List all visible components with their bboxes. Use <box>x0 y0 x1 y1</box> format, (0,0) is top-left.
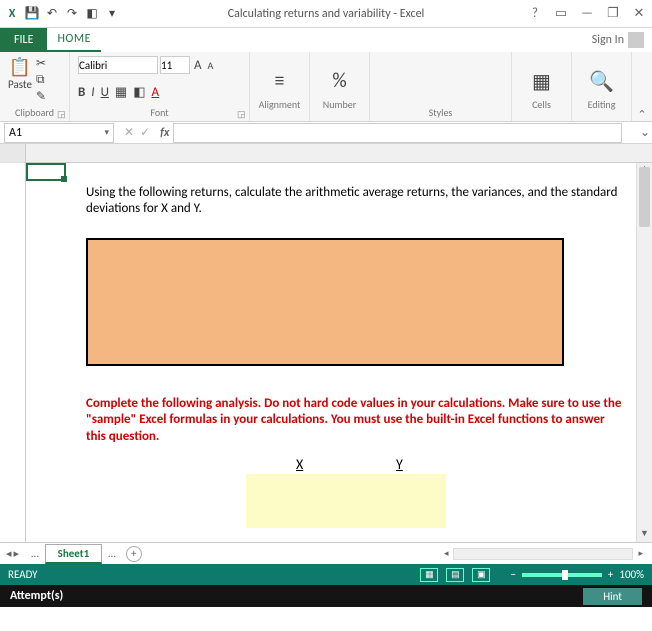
group-styles: Styles <box>370 52 512 121</box>
sign-in[interactable]: Sign In <box>584 28 652 52</box>
view-layout-icon[interactable]: ▤ <box>446 568 464 582</box>
view-pagebreak-icon[interactable]: ▣ <box>472 568 490 582</box>
status-ready: READY <box>8 568 38 581</box>
editing-icon[interactable]: 🔍 <box>589 64 614 98</box>
tab-file[interactable]: FILE <box>0 28 47 52</box>
format-painter-icon[interactable]: ✎ <box>36 89 46 104</box>
group-alignment: ≡ Alignment <box>250 52 310 121</box>
border-icon[interactable]: ▦ <box>115 85 127 100</box>
collapse-ribbon-icon[interactable]: ⌃ <box>632 52 652 121</box>
cells-icon[interactable]: ▦ <box>532 64 551 98</box>
paste-icon: 📋 <box>9 56 31 78</box>
redo-icon[interactable]: ↷ <box>64 6 80 22</box>
undo-icon[interactable]: ↶ <box>44 6 60 22</box>
font-color-icon[interactable]: A <box>152 85 160 100</box>
sheet-tab-bar: ◂ ▸ … Sheet1 … + ◂ ▸ <box>0 542 652 564</box>
fx-icon[interactable]: fx <box>156 126 173 140</box>
group-number: % Number <box>310 52 370 121</box>
fill-color-icon[interactable]: ◧ <box>133 85 145 100</box>
paste-button[interactable]: 📋 Paste <box>8 56 32 104</box>
hscroll-track[interactable] <box>453 548 633 560</box>
group-font: A A B I U ▦ ◧ A Font ◲ <box>70 52 250 121</box>
expand-formula-icon[interactable]: ⌄ <box>638 125 652 140</box>
answer-header-x: X <box>296 456 303 473</box>
bold-button[interactable]: B <box>78 85 85 100</box>
close-icon[interactable]: ✕ <box>630 6 648 21</box>
quick-access-toolbar: X 💾 ↶ ↷ ◧ ▾ <box>4 6 120 22</box>
window-buttons: ? ▭ — ❐ ✕ <box>526 6 648 21</box>
sheet-tab-active[interactable]: Sheet1 <box>45 544 103 564</box>
help-icon[interactable]: ? <box>526 6 544 21</box>
zoom-out-icon[interactable]: − <box>510 568 515 581</box>
select-all-corner[interactable] <box>0 144 25 163</box>
vertical-scrollbar[interactable]: ▲ ▼ <box>636 163 652 542</box>
chevron-down-icon[interactable]: ▾ <box>104 127 109 138</box>
hscroll-left-icon[interactable]: ◂ <box>441 548 452 559</box>
tab-nav-prev-icon[interactable]: ◂ <box>6 547 12 560</box>
enter-formula-icon[interactable]: ✓ <box>140 125 150 140</box>
zoom-slider[interactable] <box>522 573 602 577</box>
zoom-level[interactable]: 100% <box>619 568 644 581</box>
status-bar: READY ▦ ▤ ▣ − + 100% <box>0 564 652 585</box>
qat-custom-icon[interactable]: ◧ <box>84 6 100 22</box>
font-name-select[interactable] <box>78 56 158 74</box>
group-clipboard: 📋 Paste ✂ ⧉ ✎ Clipboard ◲ <box>0 52 70 121</box>
user-icon <box>628 32 644 48</box>
formula-bar-row: A1▾ ✕ ✓ fx ⌄ <box>0 122 652 144</box>
copy-icon[interactable]: ⧉ <box>36 73 46 87</box>
worksheet: Using the following returns, calculate t… <box>0 144 652 542</box>
content-overlay: Using the following returns, calculate t… <box>26 163 652 542</box>
window-title: Calculating returns and variability - Ex… <box>228 7 425 21</box>
hscroll-right-icon[interactable]: ▸ <box>635 548 646 559</box>
font-size-select[interactable] <box>160 56 190 74</box>
save-icon[interactable]: 💾 <box>24 6 40 22</box>
excel-icon: X <box>4 6 20 22</box>
grid[interactable]: Using the following returns, calculate t… <box>26 144 652 542</box>
tab-nav-next-icon[interactable]: ▸ <box>14 547 20 560</box>
column-headers <box>26 144 652 163</box>
scroll-down-icon[interactable]: ▼ <box>637 528 652 542</box>
ribbon-tabs: FILE HOME Sign In <box>0 28 652 52</box>
tab-home[interactable]: HOME <box>47 28 101 52</box>
ribbon: 📋 Paste ✂ ⧉ ✎ Clipboard ◲ A A B I U ▦ ◧ … <box>0 52 652 122</box>
underline-button[interactable]: U <box>101 85 109 100</box>
shrink-font-icon[interactable]: A <box>206 59 216 72</box>
answer-input-x[interactable] <box>246 474 346 528</box>
data-table <box>86 238 564 366</box>
answer-header-y: Y <box>396 456 403 473</box>
cancel-formula-icon[interactable]: ✕ <box>124 125 134 140</box>
clipboard-dialog-icon[interactable]: ◲ <box>57 109 67 119</box>
minimize-icon[interactable]: — <box>578 6 596 21</box>
italic-button[interactable]: I <box>91 85 94 100</box>
row-headers <box>0 144 26 542</box>
group-cells: ▦ Cells <box>512 52 572 121</box>
attempts-label: Attempt(s) <box>10 589 63 603</box>
answer-input-y[interactable] <box>346 474 446 528</box>
qat-dropdown-icon[interactable]: ▾ <box>104 6 120 22</box>
add-sheet-button[interactable]: + <box>126 546 142 562</box>
zoom-in-icon[interactable]: + <box>608 568 613 581</box>
scroll-thumb[interactable] <box>639 167 650 227</box>
tab-overflow-icon[interactable]: … <box>25 547 45 560</box>
question-text: Using the following returns, calculate t… <box>86 185 626 218</box>
formula-input[interactable] <box>173 123 622 143</box>
instruction-text: Complete the following analysis. Do not … <box>86 396 626 445</box>
cut-icon[interactable]: ✂ <box>36 56 46 71</box>
title-bar: X 💾 ↶ ↷ ◧ ▾ Calculating returns and vari… <box>0 0 652 28</box>
view-normal-icon[interactable]: ▦ <box>420 568 438 582</box>
font-dialog-icon[interactable]: ◲ <box>237 109 247 119</box>
ribbon-options-icon[interactable]: ▭ <box>552 6 570 21</box>
maximize-icon[interactable]: ❐ <box>604 6 622 21</box>
name-box[interactable]: A1▾ <box>4 123 114 143</box>
hint-button[interactable]: Hint <box>583 588 642 605</box>
grow-font-icon[interactable]: A <box>192 58 204 73</box>
alignment-icon[interactable]: ≡ <box>275 64 285 98</box>
attempts-bar: Attempt(s) Hint <box>0 585 652 607</box>
group-editing: 🔍 Editing <box>572 52 632 121</box>
number-icon[interactable]: % <box>332 64 346 98</box>
horizontal-scrollbar[interactable]: ◂ ▸ <box>441 548 652 560</box>
